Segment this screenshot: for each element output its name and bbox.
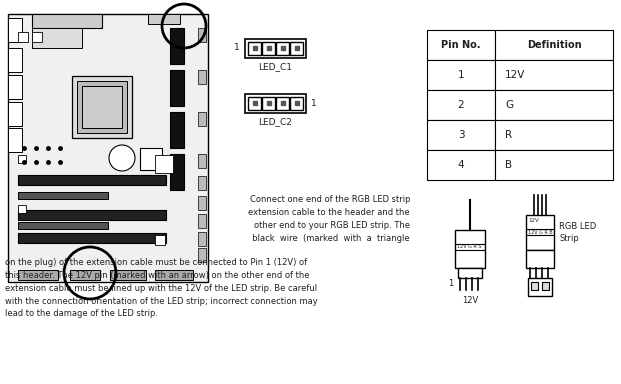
Bar	[198, 176, 206, 190]
Bar	[155, 235, 165, 245]
Bar	[18, 270, 58, 280]
Text: 1: 1	[311, 99, 317, 108]
Text: 1: 1	[458, 70, 465, 80]
Text: G: G	[505, 100, 513, 110]
Bar	[140, 148, 162, 170]
Bar	[8, 75, 22, 99]
Bar	[526, 250, 554, 268]
Text: 12V: 12V	[462, 296, 478, 305]
Bar	[245, 93, 306, 113]
Bar	[82, 86, 122, 128]
Bar	[455, 230, 485, 268]
Bar	[148, 14, 180, 24]
Text: R: R	[505, 130, 512, 140]
Text: 1: 1	[448, 280, 453, 288]
Bar	[72, 76, 132, 138]
Text: 1: 1	[234, 43, 240, 53]
Bar	[8, 128, 22, 152]
Text: Pin No.: Pin No.	[442, 40, 481, 50]
Bar	[18, 175, 166, 185]
Bar	[528, 278, 552, 296]
Bar	[32, 28, 82, 48]
Bar	[198, 112, 206, 126]
Bar	[18, 233, 166, 243]
Bar	[8, 14, 208, 282]
Bar	[198, 28, 206, 42]
Text: Connect one end of the RGB LED strip
extension cable to the header and the
other: Connect one end of the RGB LED strip ext…	[247, 195, 410, 243]
Text: 12V G R S: 12V G R S	[457, 245, 481, 250]
Bar	[198, 248, 206, 262]
Text: 2: 2	[458, 100, 465, 110]
Bar	[248, 96, 261, 109]
Bar	[290, 96, 303, 109]
Circle shape	[109, 145, 135, 171]
Bar	[276, 41, 289, 55]
Bar	[70, 270, 100, 280]
Text: LED_C2: LED_C2	[258, 117, 292, 126]
Bar	[427, 90, 495, 120]
Bar	[170, 70, 184, 106]
Text: B: B	[505, 160, 512, 170]
Bar	[8, 18, 22, 42]
Bar	[495, 30, 613, 60]
Bar	[18, 222, 108, 229]
Text: LED_C1: LED_C1	[258, 62, 292, 71]
Text: RGB LED
Strip: RGB LED Strip	[559, 222, 596, 243]
Bar	[495, 60, 613, 90]
Text: on the plug) of the extension cable must be connected to Pin 1 (12V) of
this hea: on the plug) of the extension cable must…	[5, 258, 318, 318]
Bar	[32, 14, 102, 28]
Bar	[18, 192, 108, 199]
Bar	[248, 41, 261, 55]
Bar	[170, 154, 184, 190]
Bar	[427, 150, 495, 180]
Bar	[531, 282, 538, 290]
Bar	[495, 150, 613, 180]
Bar	[8, 102, 22, 126]
Bar	[495, 90, 613, 120]
Bar	[155, 270, 193, 280]
Text: 4: 4	[458, 160, 465, 170]
Bar	[427, 30, 495, 60]
Bar	[18, 205, 26, 213]
Bar	[110, 270, 146, 280]
Bar	[77, 81, 127, 133]
Bar	[198, 154, 206, 168]
Bar	[427, 120, 495, 150]
Text: 12V: 12V	[505, 70, 525, 80]
Bar	[32, 32, 42, 42]
Bar	[170, 28, 184, 64]
Bar	[18, 210, 166, 220]
Text: 12V G R B: 12V G R B	[528, 230, 553, 235]
Bar	[198, 70, 206, 84]
Bar	[198, 232, 206, 246]
Bar	[18, 32, 28, 42]
Bar	[290, 41, 303, 55]
Bar	[8, 48, 22, 72]
Bar	[18, 155, 26, 163]
Bar	[427, 60, 495, 90]
Bar	[262, 96, 275, 109]
Bar	[276, 96, 289, 109]
Bar	[155, 155, 173, 173]
Bar	[458, 268, 482, 278]
Bar	[170, 112, 184, 148]
Bar	[198, 214, 206, 228]
Bar	[245, 38, 306, 58]
Bar	[526, 215, 554, 250]
Text: 3: 3	[458, 130, 465, 140]
Text: 12V: 12V	[528, 218, 539, 223]
Bar	[495, 120, 613, 150]
Bar	[198, 196, 206, 210]
Text: Definition: Definition	[527, 40, 581, 50]
Bar	[542, 282, 549, 290]
Bar	[262, 41, 275, 55]
